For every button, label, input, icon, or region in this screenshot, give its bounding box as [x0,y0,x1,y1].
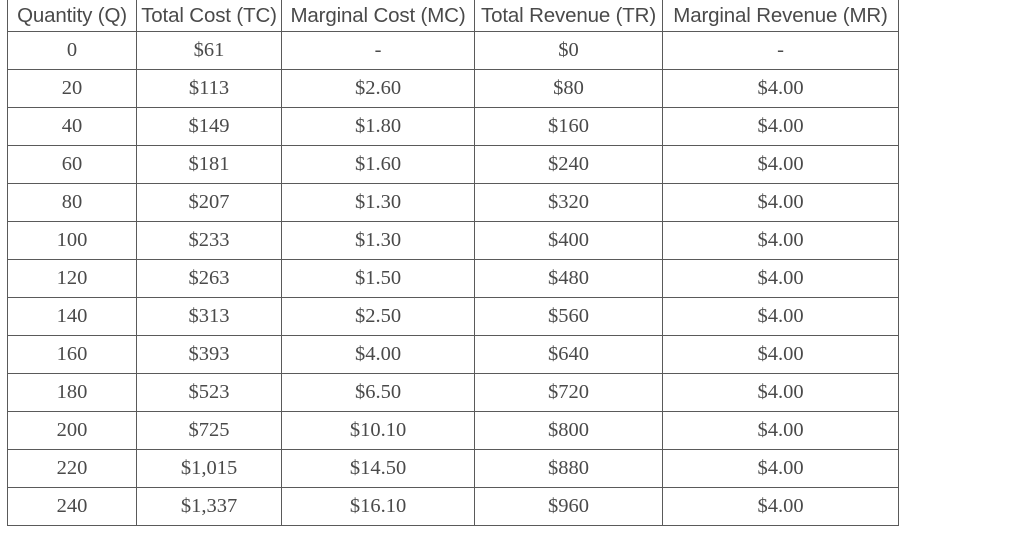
table-row: 120 $263 $1.50 $480 $4.00 [7,259,899,298]
table-cell: $480 [474,259,663,298]
table-row: 60 $181 $1.60 $240 $4.00 [7,145,899,184]
table-cell: $960 [474,487,663,526]
table-row: 160 $393 $4.00 $640 $4.00 [7,335,899,374]
table-row: 40 $149 $1.80 $160 $4.00 [7,107,899,146]
table-cell: $1,337 [136,487,282,526]
table-cell: $61 [136,31,282,70]
table-cell: $4.00 [662,221,899,260]
table-cell: 220 [7,449,137,488]
table-cell: 100 [7,221,137,260]
table-cell: $1.50 [281,259,475,298]
table-body: 0 $61- $0-20 $113 $2.60 $80 $4.00 40 $149 $1.80 $1… [7,31,899,526]
table-row: 100 $233 $1.30 $400 $4.00 [7,221,899,260]
table-cell: 20 [7,69,137,108]
table-cell: $4.00 [662,449,899,488]
column-header-total-cost: Total Cost (TC) [136,0,282,32]
table-cell: $313 [136,297,282,336]
cost-revenue-table: Quantity (Q) Total Cost (TC) Marginal Co… [7,0,899,526]
table-cell: $263 [136,259,282,298]
table-cell: $2.50 [281,297,475,336]
table-cell: $4.00 [662,69,899,108]
table-cell: $16.10 [281,487,475,526]
table-cell: - [281,31,475,70]
table-cell: 200 [7,411,137,450]
table-cell: $1.30 [281,221,475,260]
table-cell: $4.00 [662,183,899,222]
table-cell: $720 [474,373,663,412]
table-cell: $523 [136,373,282,412]
table-cell: $149 [136,107,282,146]
table-cell: $1,015 [136,449,282,488]
table-cell: 120 [7,259,137,298]
table-cell: $1.60 [281,145,475,184]
table-cell: 40 [7,107,137,146]
table-cell: $181 [136,145,282,184]
table-cell: $725 [136,411,282,450]
table-cell: $80 [474,69,663,108]
table-cell: $0 [474,31,663,70]
table-cell: $4.00 [662,487,899,526]
table-cell: $4.00 [662,107,899,146]
table-cell: $6.50 [281,373,475,412]
table-cell: 80 [7,183,137,222]
cost-revenue-table-container: Quantity (Q) Total Cost (TC) Marginal Co… [7,0,899,526]
table-cell: $10.10 [281,411,475,450]
column-header-marginal-revenue: Marginal Revenue (MR) [662,0,899,32]
table-cell: 140 [7,297,137,336]
table-cell: $640 [474,335,663,374]
table-cell: $14.50 [281,449,475,488]
table-cell: $207 [136,183,282,222]
table-cell: $160 [474,107,663,146]
table-cell: $4.00 [662,145,899,184]
table-cell: 0 [7,31,137,70]
table-cell: $320 [474,183,663,222]
table-cell: $4.00 [662,373,899,412]
table-cell: $1.80 [281,107,475,146]
table-row: 180 $523 $6.50 $720 $4.00 [7,373,899,412]
table-cell: $240 [474,145,663,184]
table-header: Quantity (Q) Total Cost (TC) Marginal Co… [7,0,899,32]
table-cell: $4.00 [662,335,899,374]
table-cell: $4.00 [281,335,475,374]
table-row: 0 $61- $0- [7,31,899,70]
table-cell: 240 [7,487,137,526]
table-cell: $233 [136,221,282,260]
table-cell: $393 [136,335,282,374]
table-row: 140 $313 $2.50 $560 $4.00 [7,297,899,336]
table-row: 240 $1,337 $16.10 $960 $4.00 [7,487,899,526]
table-cell: $400 [474,221,663,260]
table-cell: 160 [7,335,137,374]
table-row: 220 $1,015 $14.50 $880 $4.00 [7,449,899,488]
table-cell: $4.00 [662,259,899,298]
column-header-quantity: Quantity (Q) [7,0,137,32]
table-cell: $1.30 [281,183,475,222]
table-cell: $800 [474,411,663,450]
table-cell: - [662,31,899,70]
table-cell: $880 [474,449,663,488]
table-cell: $560 [474,297,663,336]
table-cell: $2.60 [281,69,475,108]
table-row: 20 $113 $2.60 $80 $4.00 [7,69,899,108]
table-cell: $113 [136,69,282,108]
table-cell: 180 [7,373,137,412]
table-cell: $4.00 [662,297,899,336]
table-row: 200 $725 $10.10 $800 $4.00 [7,411,899,450]
column-header-total-revenue: Total Revenue (TR) [474,0,663,32]
table-row: 80 $207 $1.30 $320 $4.00 [7,183,899,222]
table-cell: $4.00 [662,411,899,450]
column-header-marginal-cost: Marginal Cost (MC) [281,0,475,32]
table-header-row: Quantity (Q) Total Cost (TC) Marginal Co… [7,0,899,32]
table-cell: 60 [7,145,137,184]
